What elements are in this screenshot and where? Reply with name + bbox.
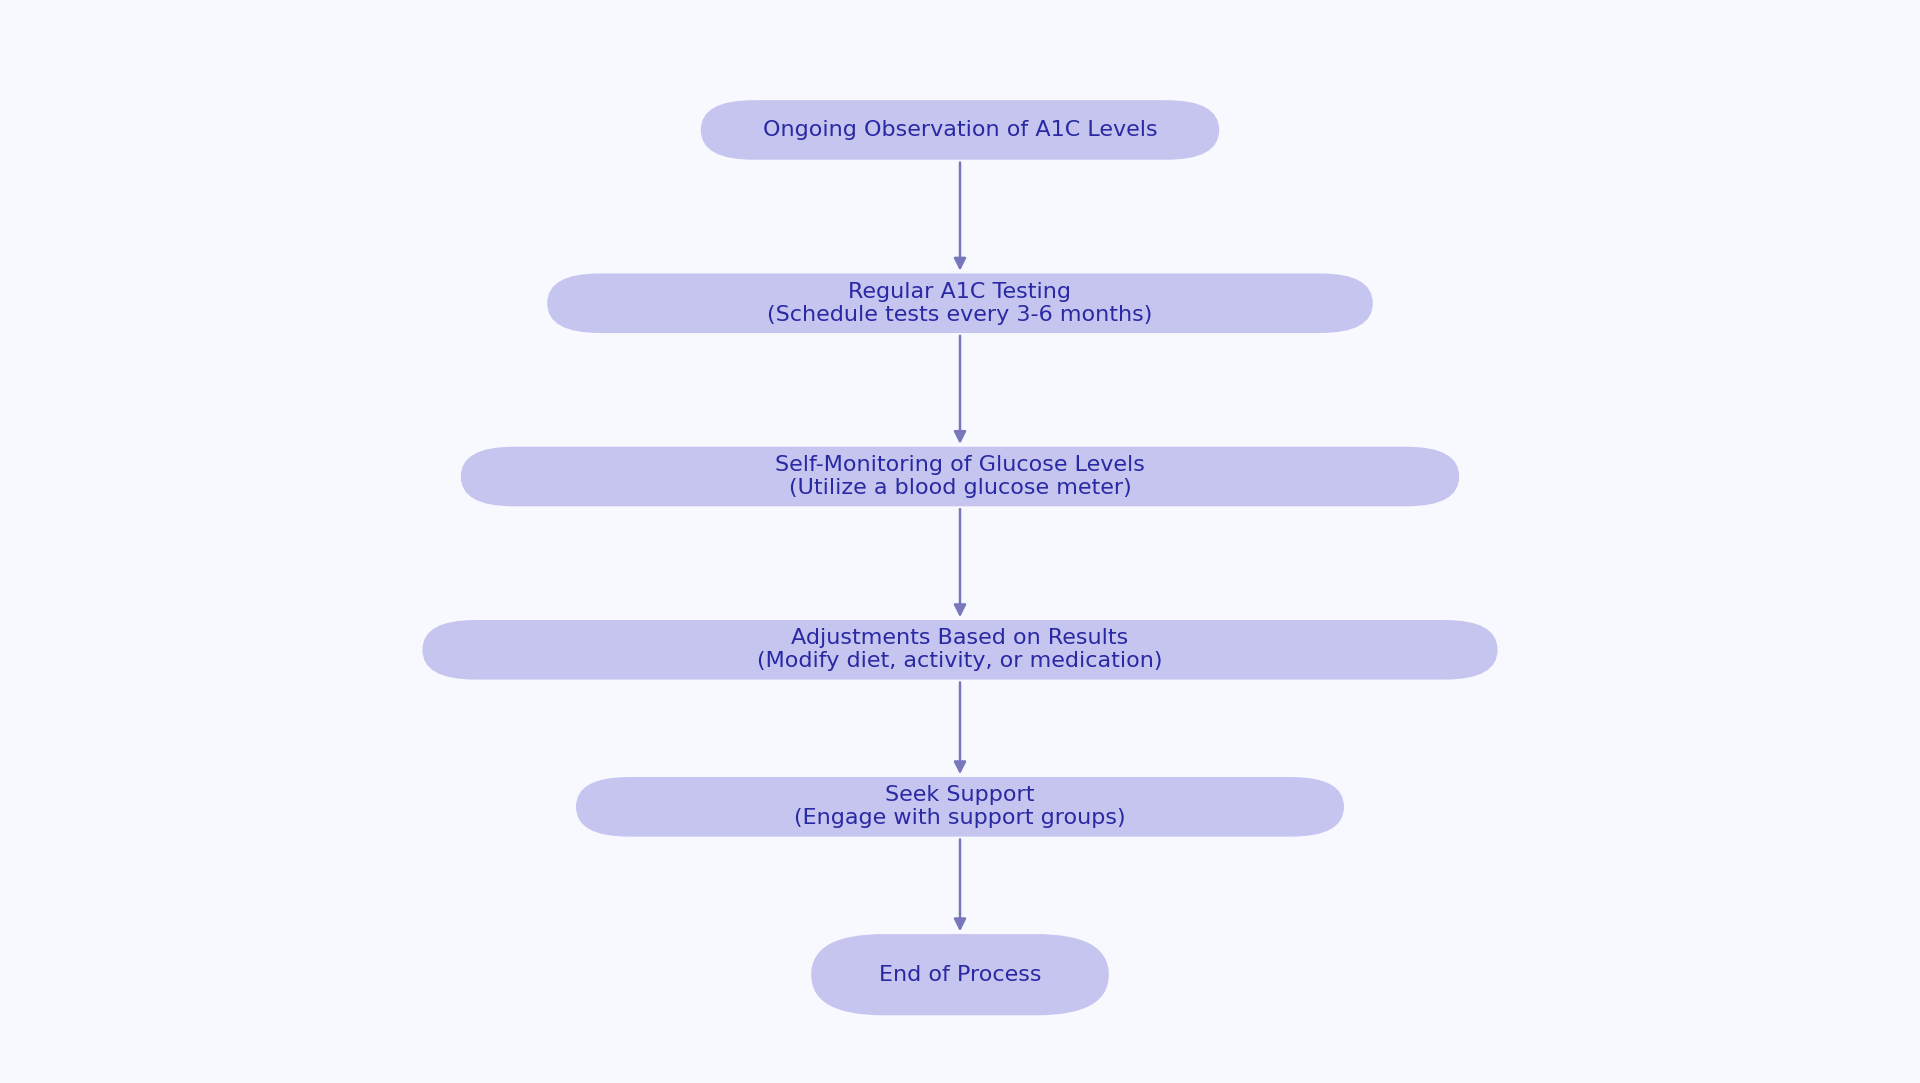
FancyBboxPatch shape bbox=[422, 619, 1498, 680]
Text: Self-Monitoring of Glucose Levels
(Utilize a blood glucose meter): Self-Monitoring of Glucose Levels (Utili… bbox=[776, 455, 1144, 498]
Text: Adjustments Based on Results
(Modify diet, activity, or medication): Adjustments Based on Results (Modify die… bbox=[756, 628, 1164, 671]
Text: Seek Support
(Engage with support groups): Seek Support (Engage with support groups… bbox=[795, 785, 1125, 828]
FancyBboxPatch shape bbox=[547, 274, 1373, 334]
FancyBboxPatch shape bbox=[461, 446, 1459, 506]
Text: End of Process: End of Process bbox=[879, 965, 1041, 984]
FancyBboxPatch shape bbox=[576, 778, 1344, 836]
FancyBboxPatch shape bbox=[810, 934, 1110, 1016]
FancyBboxPatch shape bbox=[701, 100, 1219, 159]
Text: Regular A1C Testing
(Schedule tests every 3-6 months): Regular A1C Testing (Schedule tests ever… bbox=[768, 282, 1152, 325]
Text: Ongoing Observation of A1C Levels: Ongoing Observation of A1C Levels bbox=[762, 120, 1158, 140]
